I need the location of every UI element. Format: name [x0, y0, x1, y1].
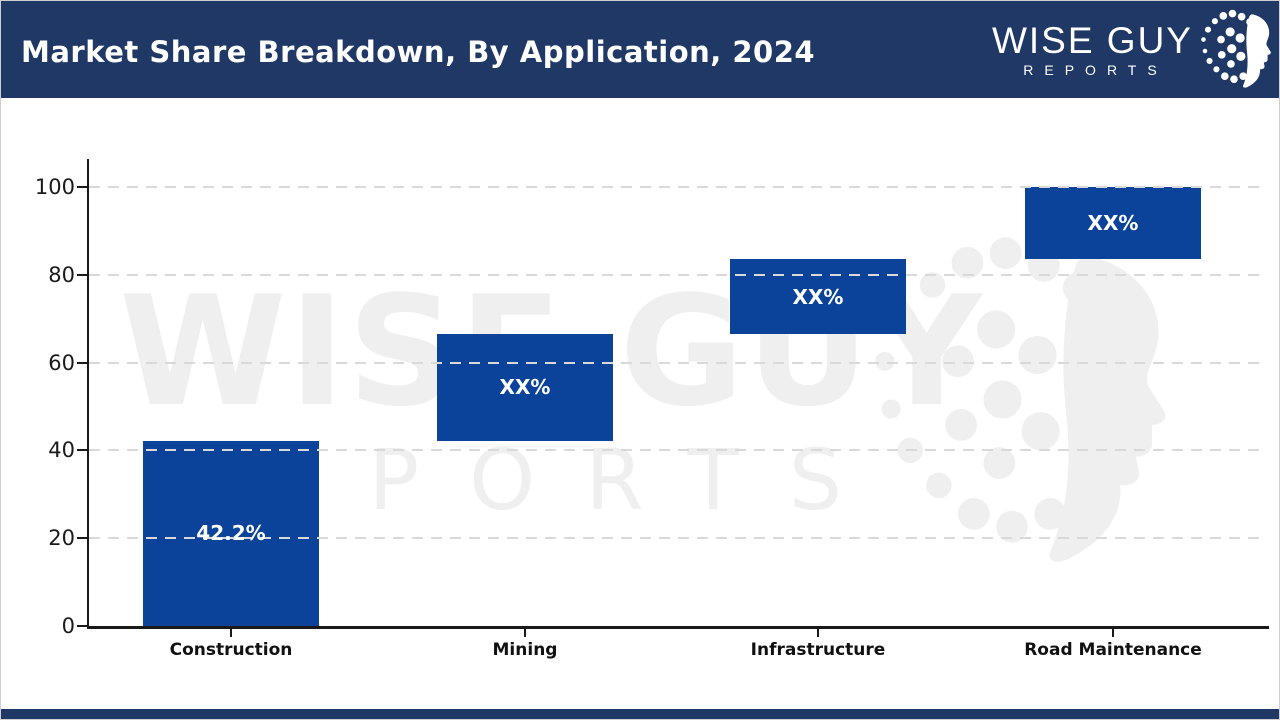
y-tick-mark	[77, 186, 87, 188]
x-axis-label: Infrastructure	[750, 640, 886, 660]
bar-value-label: 42.2%	[196, 521, 266, 546]
wiseguy-face-logo-icon	[1201, 9, 1271, 88]
bar-value-label: XX%	[792, 284, 844, 309]
footer-bar	[1, 709, 1279, 719]
wiseguy-logo: WISE GUY REPORTS	[992, 21, 1193, 79]
y-tick-label: 80	[48, 262, 75, 287]
gridline	[89, 186, 1267, 188]
x-axis-line	[87, 626, 1269, 629]
x-axis-label: Road Maintenance	[1024, 640, 1202, 660]
y-tick-mark	[77, 361, 87, 364]
y-tick-mark	[77, 625, 87, 627]
gridline	[89, 361, 1267, 364]
bar-segment	[730, 258, 906, 335]
y-tick-label: 60	[48, 350, 75, 375]
x-tick-mark	[1112, 629, 1114, 637]
page-title: Market Share Breakdown, By Application, …	[21, 35, 816, 69]
y-tick-mark	[77, 449, 87, 452]
x-tick-mark	[524, 629, 526, 637]
y-tick-label: 0	[61, 614, 75, 638]
y-tick-label: 100	[34, 175, 75, 199]
header-bar: Market Share Breakdown, By Application, …	[1, 1, 1279, 98]
bar-value-label: XX%	[1087, 210, 1139, 235]
gridline	[89, 273, 1267, 276]
logo-text-line1: WISE GUY	[991, 20, 1193, 61]
y-tick-label: 40	[48, 438, 75, 463]
bar-value-label: XX%	[499, 375, 551, 400]
logo-text-line2: REPORTS	[1023, 62, 1168, 78]
x-axis-label: Construction	[169, 640, 293, 660]
y-axis-line	[87, 159, 89, 628]
x-axis-label: Mining	[492, 640, 558, 660]
y-tick-mark	[77, 273, 87, 276]
bar-segment	[1025, 187, 1201, 259]
y-tick-mark	[77, 537, 87, 540]
gridline	[89, 537, 1267, 540]
bar-segment	[437, 334, 613, 441]
bar-segment	[143, 440, 319, 626]
x-tick-mark	[230, 629, 232, 637]
y-tick-label: 20	[48, 526, 75, 551]
x-tick-mark	[817, 629, 819, 637]
gridline	[89, 449, 1267, 452]
